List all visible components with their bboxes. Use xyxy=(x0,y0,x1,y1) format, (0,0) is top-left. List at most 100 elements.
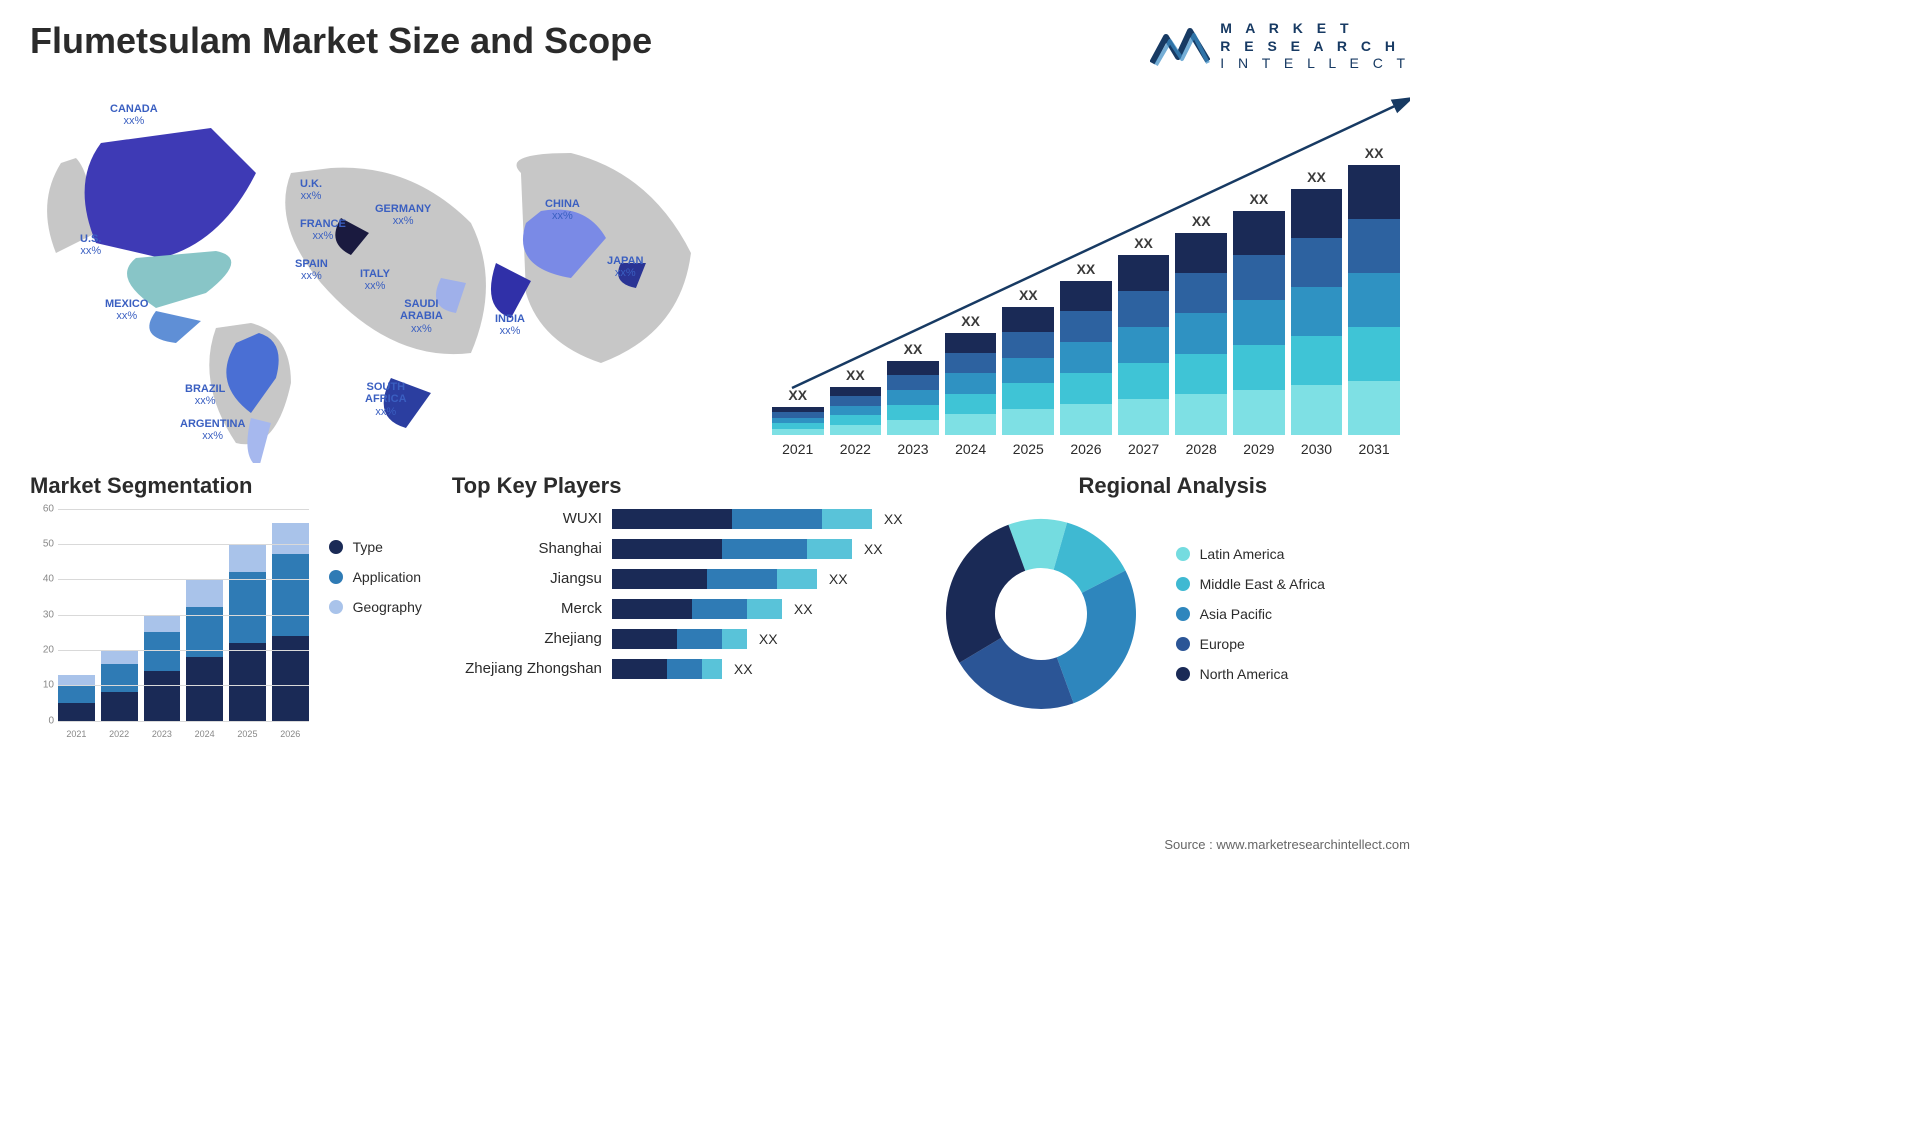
seg-y-label: 40 xyxy=(30,574,54,585)
brand-logo: M A R K E T R E S E A R C H I N T E L L … xyxy=(1150,20,1410,73)
segmentation-legend: TypeApplicationGeography xyxy=(329,509,422,739)
seg-year-label: 2025 xyxy=(229,729,266,739)
regional-legend: Latin America Middle East & Africa Asia Pa… xyxy=(1176,546,1325,682)
map-label: CANADAxx% xyxy=(110,103,158,128)
seg-y-label: 50 xyxy=(30,538,54,549)
seg-y-label: 60 xyxy=(30,503,54,514)
player-name: Jiangsu xyxy=(452,570,612,587)
donut-slice xyxy=(946,524,1025,662)
forecast-year-label: 2027 xyxy=(1118,441,1170,457)
segmentation-panel: Market Segmentation 20212022202320242025… xyxy=(30,473,422,739)
forecast-chart: XXXXXXXXXXXXXXXXXXXXXX 20212022202320242… xyxy=(772,83,1410,463)
legend-item: Europe xyxy=(1176,636,1325,652)
legend-label: Middle East & Africa xyxy=(1200,576,1325,592)
forecast-year-label: 2023 xyxy=(887,441,939,457)
segmentation-bar xyxy=(144,615,181,721)
map-label: ITALYxx% xyxy=(360,268,390,293)
forecast-bar: XX xyxy=(1060,261,1112,435)
player-name: Shanghai xyxy=(452,540,612,557)
forecast-bar: XX xyxy=(830,367,882,435)
players-panel: Top Key Players WUXIXXShanghaiXXJiangsuX… xyxy=(452,473,906,739)
legend-swatch-icon xyxy=(329,600,343,614)
forecast-year-label: 2024 xyxy=(945,441,997,457)
player-value: XX xyxy=(864,541,883,557)
forecast-year-label: 2026 xyxy=(1060,441,1112,457)
map-label: SAUDIARABIAxx% xyxy=(400,298,443,336)
player-name: Zhejiang xyxy=(452,630,612,647)
player-row: JiangsuXX xyxy=(452,569,906,589)
regional-title: Regional Analysis xyxy=(936,473,1410,499)
forecast-bar: XX xyxy=(887,341,939,435)
player-name: Merck xyxy=(452,600,612,617)
forecast-bar: XX xyxy=(1348,145,1400,435)
player-name: Zhejiang Zhongshan xyxy=(452,660,612,677)
forecast-bar: XX xyxy=(772,387,824,435)
bar-top-label: XX xyxy=(1019,287,1038,303)
legend-item: Asia Pacific xyxy=(1176,606,1325,622)
legend-item: Middle East & Africa xyxy=(1176,576,1325,592)
bar-top-label: XX xyxy=(904,341,923,357)
seg-year-label: 2026 xyxy=(272,729,309,739)
legend-swatch-icon xyxy=(1176,577,1190,591)
seg-y-label: 30 xyxy=(30,609,54,620)
legend-swatch-icon xyxy=(329,570,343,584)
player-row: Merck XX xyxy=(452,599,906,619)
forecast-bar: XX xyxy=(1118,235,1170,435)
legend-item: Geography xyxy=(329,599,422,615)
segmentation-bar xyxy=(58,675,95,721)
logo-icon xyxy=(1150,23,1210,69)
segmentation-title: Market Segmentation xyxy=(30,473,422,499)
forecast-bar: XX xyxy=(1233,191,1285,435)
forecast-year-label: 2031 xyxy=(1348,441,1400,457)
donut-slice xyxy=(1056,570,1135,703)
segmentation-chart: 202120222023202420252026 0102030405060 xyxy=(30,509,309,739)
legend-label: Geography xyxy=(353,599,422,615)
source-text: Source : www.marketresearchintellect.com xyxy=(1164,837,1410,852)
legend-swatch-icon xyxy=(1176,637,1190,651)
legend-label: Latin America xyxy=(1200,546,1285,562)
forecast-year-label: 2030 xyxy=(1291,441,1343,457)
legend-label: North America xyxy=(1200,666,1289,682)
bar-top-label: XX xyxy=(961,313,980,329)
map-label: INDIAxx% xyxy=(495,313,525,338)
seg-year-label: 2022 xyxy=(101,729,138,739)
forecast-year-label: 2022 xyxy=(830,441,882,457)
legend-item: North America xyxy=(1176,666,1325,682)
map-label: ARGENTINAxx% xyxy=(180,418,245,443)
seg-year-label: 2023 xyxy=(144,729,181,739)
forecast-year-label: 2029 xyxy=(1233,441,1285,457)
seg-y-label: 20 xyxy=(30,644,54,655)
player-row: Zhejiang XX xyxy=(452,629,906,649)
seg-y-label: 0 xyxy=(30,715,54,726)
seg-year-label: 2021 xyxy=(58,729,95,739)
map-label: U.S.xx% xyxy=(80,233,101,258)
forecast-bar: XX xyxy=(945,313,997,435)
bar-top-label: XX xyxy=(1365,145,1384,161)
forecast-bar: XX xyxy=(1175,213,1227,435)
page-title: Flumetsulam Market Size and Scope xyxy=(30,20,652,62)
map-label: MEXICOxx% xyxy=(105,298,148,323)
map-label: U.K.xx% xyxy=(300,178,322,203)
segmentation-bar xyxy=(272,523,309,721)
legend-label: Asia Pacific xyxy=(1200,606,1272,622)
legend-label: Application xyxy=(353,569,422,585)
seg-y-label: 10 xyxy=(30,680,54,691)
forecast-bar: XX xyxy=(1291,169,1343,435)
forecast-year-label: 2021 xyxy=(772,441,824,457)
legend-item: Application xyxy=(329,569,422,585)
map-label: GERMANYxx% xyxy=(375,203,431,228)
bar-top-label: XX xyxy=(1192,213,1211,229)
player-name: WUXI xyxy=(452,510,612,527)
bar-top-label: XX xyxy=(1134,235,1153,251)
player-value: XX xyxy=(759,631,778,647)
bar-top-label: XX xyxy=(1307,169,1326,185)
regional-panel: Regional Analysis Latin America Middle Ea… xyxy=(936,473,1410,739)
player-value: XX xyxy=(794,601,813,617)
bar-top-label: XX xyxy=(1077,261,1096,277)
segmentation-bar xyxy=(229,544,266,721)
player-row: Zhejiang ZhongshanXX xyxy=(452,659,906,679)
legend-swatch-icon xyxy=(1176,667,1190,681)
forecast-bar: XX xyxy=(1002,287,1054,435)
legend-swatch-icon xyxy=(1176,607,1190,621)
legend-label: Europe xyxy=(1200,636,1245,652)
